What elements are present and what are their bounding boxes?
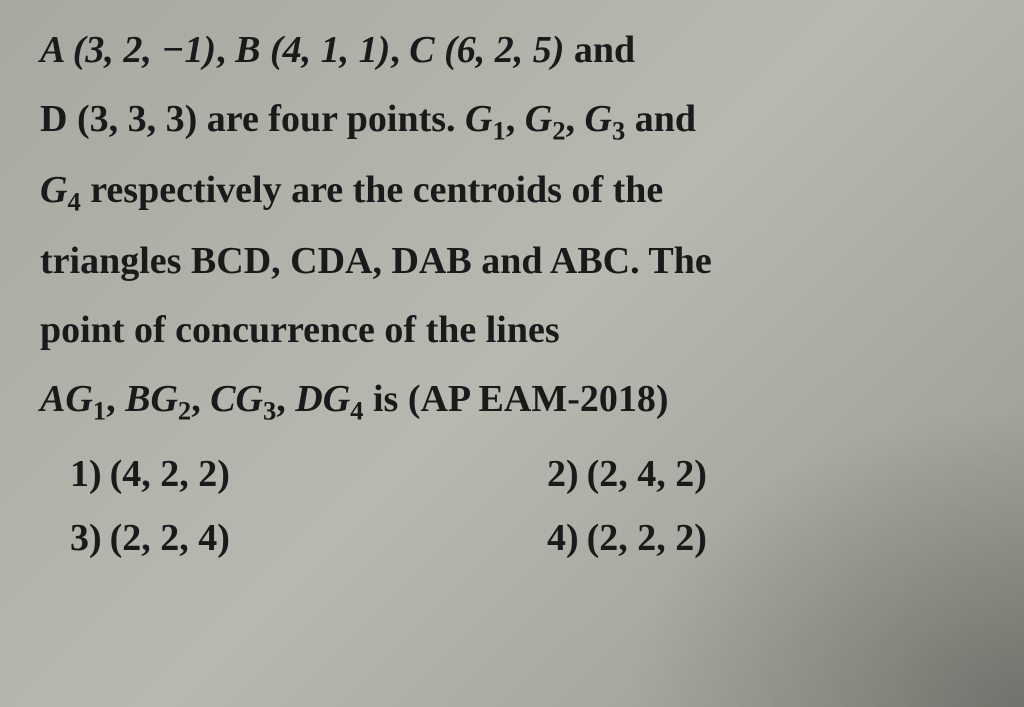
sep: , bbox=[216, 29, 235, 71]
sub3b: 3 bbox=[263, 395, 276, 425]
text-3: triangles BCD, CDA, DAB and ABC. The bbox=[40, 240, 712, 282]
line-1: A (3, 2, −1), B (4, 1, 1), C (6, 2, 5) a… bbox=[40, 20, 984, 81]
line-3: G4 respectively are the centroids of the bbox=[40, 160, 984, 223]
option-3-val: (2, 2, 4) bbox=[110, 516, 230, 560]
option-3-num: 3) bbox=[70, 516, 102, 560]
comma: , bbox=[276, 378, 295, 420]
option-4: 4) (2, 2, 2) bbox=[547, 516, 984, 560]
line-4: triangles BCD, CDA, DAB and ABC. The bbox=[40, 231, 984, 292]
line-2: D (3, 3, 3) are four points. G1, G2, G3 … bbox=[40, 89, 984, 152]
option-2-val: (2, 4, 2) bbox=[587, 452, 707, 496]
option-1: 1) (4, 2, 2) bbox=[70, 452, 507, 496]
text-4: point of concurrence of the lines bbox=[40, 309, 560, 351]
option-2: 2) (2, 4, 2) bbox=[547, 452, 984, 496]
comma: , bbox=[106, 378, 125, 420]
sub3: 3 bbox=[612, 115, 625, 145]
text-1: are four points. bbox=[197, 98, 465, 140]
sub2: 2 bbox=[552, 115, 565, 145]
options-grid: 1) (4, 2, 2) 2) (2, 4, 2) 3) (2, 2, 4) 4… bbox=[40, 452, 984, 560]
line-6: AG1, BG2, CG3, DG4 is (AP EAM-2018) bbox=[40, 369, 984, 432]
sub1b: 1 bbox=[93, 395, 106, 425]
g3: G bbox=[585, 98, 612, 140]
sep: , bbox=[390, 29, 409, 71]
option-1-num: 1) bbox=[70, 452, 102, 496]
option-4-val: (2, 2, 2) bbox=[587, 516, 707, 560]
bg2: BG bbox=[125, 378, 178, 420]
and-2: and bbox=[625, 98, 696, 140]
comma: , bbox=[506, 98, 525, 140]
sub4: 4 bbox=[67, 187, 80, 217]
cg3: CG bbox=[210, 378, 263, 420]
comma: , bbox=[566, 98, 585, 140]
option-3: 3) (2, 2, 4) bbox=[70, 516, 507, 560]
point-c: C (6, 2, 5) bbox=[409, 29, 564, 71]
sub2b: 2 bbox=[178, 395, 191, 425]
g1: G bbox=[465, 98, 492, 140]
ag1: AG bbox=[40, 378, 93, 420]
question-content: A (3, 2, −1), B (4, 1, 1), C (6, 2, 5) a… bbox=[40, 20, 984, 687]
text-2: respectively are the centroids of the bbox=[81, 169, 664, 211]
dg4: DG bbox=[295, 378, 350, 420]
option-4-num: 4) bbox=[547, 516, 579, 560]
comma: , bbox=[191, 378, 210, 420]
g4: G bbox=[40, 169, 67, 211]
option-1-val: (4, 2, 2) bbox=[110, 452, 230, 496]
g2: G bbox=[525, 98, 552, 140]
point-a: A (3, 2, −1) bbox=[40, 29, 216, 71]
is: is bbox=[363, 378, 407, 420]
sub1: 1 bbox=[493, 115, 506, 145]
exam-ref: (AP EAM-2018) bbox=[408, 378, 669, 420]
question-text: A (3, 2, −1), B (4, 1, 1), C (6, 2, 5) a… bbox=[40, 20, 984, 432]
point-b: B (4, 1, 1) bbox=[235, 29, 390, 71]
option-2-num: 2) bbox=[547, 452, 579, 496]
and-1: and bbox=[564, 29, 635, 71]
line-5: point of concurrence of the lines bbox=[40, 300, 984, 361]
sub4b: 4 bbox=[350, 395, 363, 425]
point-d: D (3, 3, 3) bbox=[40, 98, 197, 140]
